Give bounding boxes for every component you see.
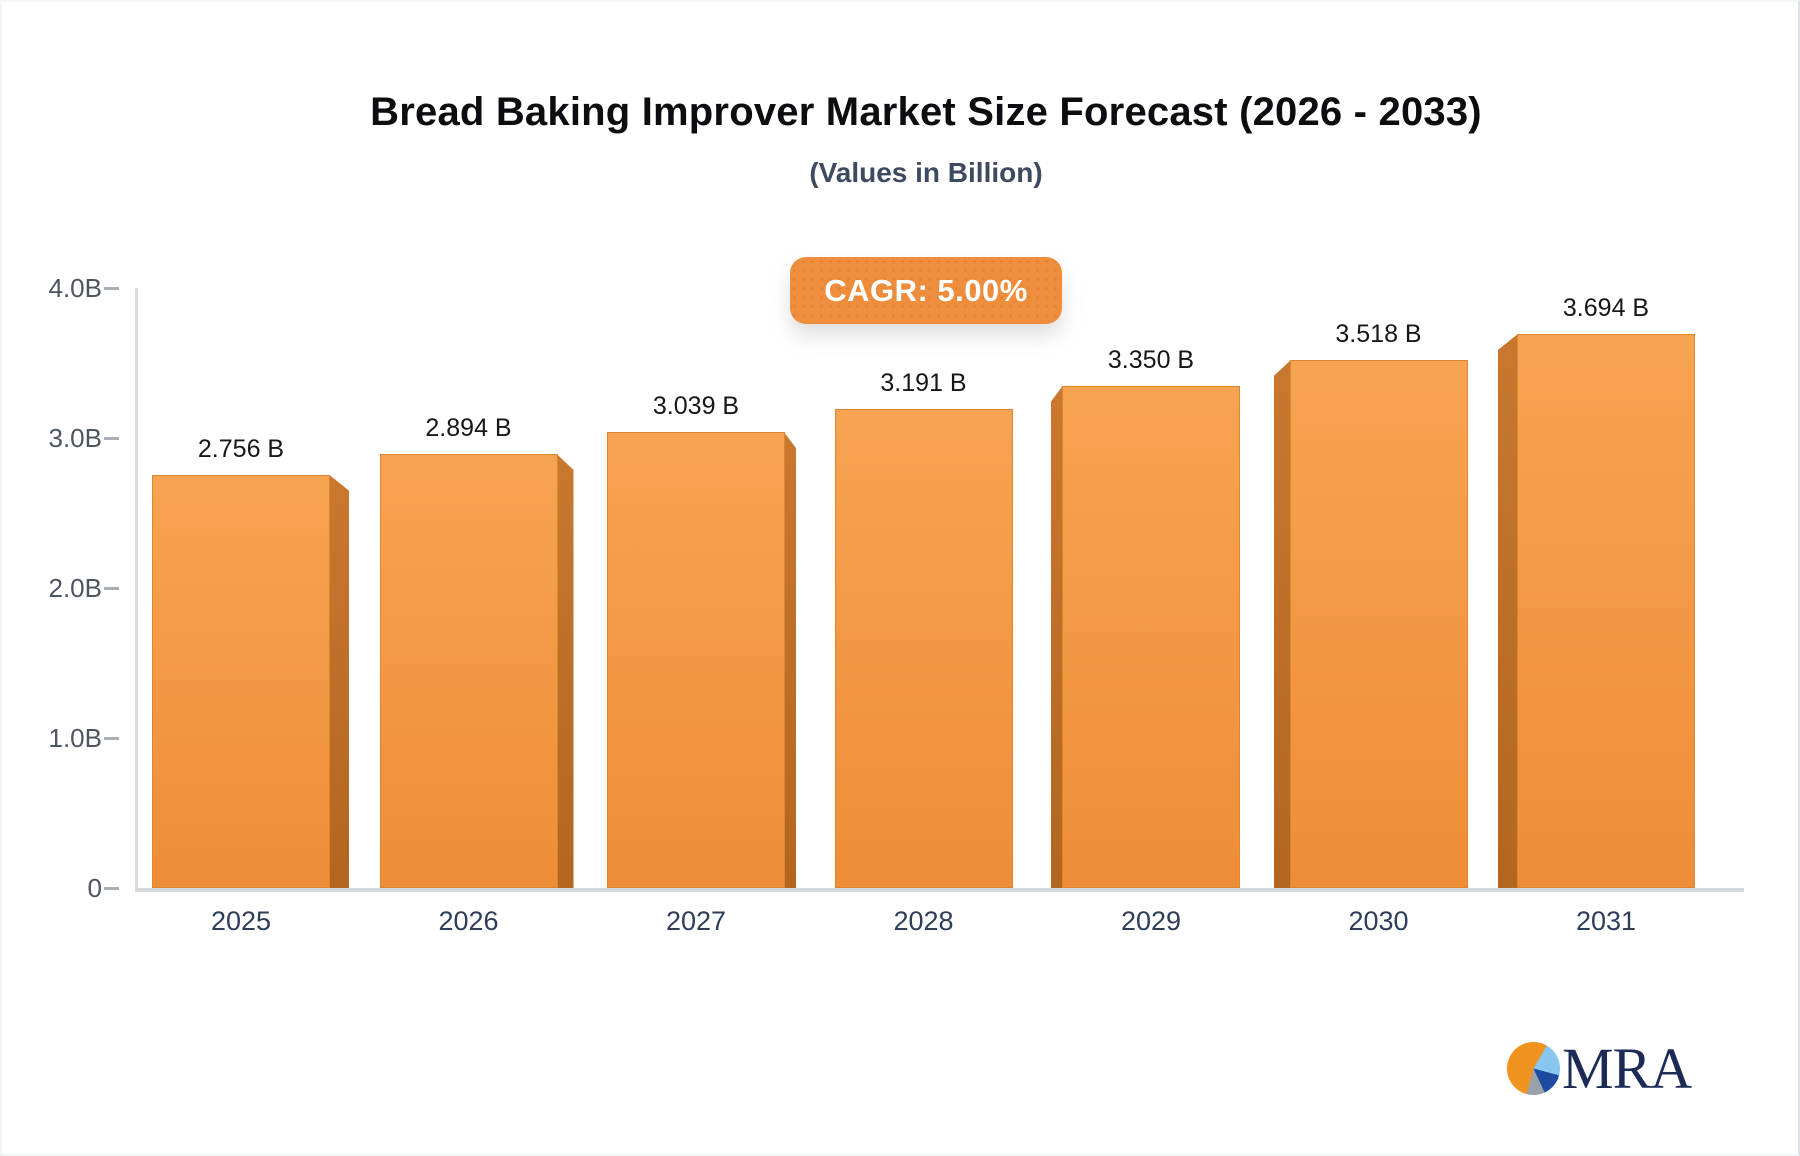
- y-axis-tick: [104, 887, 119, 890]
- page-title: Bread Baking Improver Market Size Foreca…: [370, 90, 1482, 134]
- x-axis-label: 2025: [210, 906, 272, 936]
- page-subtitle: (Values in Billion): [809, 157, 1043, 188]
- y-axis-tick: [104, 287, 119, 290]
- mra-logo: MRA: [1507, 1036, 1692, 1101]
- bar-3d-side: [556, 453, 574, 888]
- bar: [607, 432, 785, 888]
- bar-value-label: 3.191 B: [880, 369, 967, 398]
- y-axis-tick: [104, 437, 119, 440]
- x-axis-line: [135, 888, 1744, 892]
- bar-3d-side: [329, 474, 349, 888]
- bar-value-label: 2.894 B: [425, 413, 512, 442]
- x-axis-label: 2026: [438, 906, 499, 936]
- y-axis-tick-label: 4.0B: [48, 273, 103, 303]
- bar: [379, 453, 558, 888]
- y-axis-tick: [104, 737, 119, 740]
- bar-value-label: 3.694 B: [1562, 293, 1650, 322]
- bar-value-label: 2.756 B: [197, 434, 285, 463]
- bar: [152, 474, 330, 888]
- y-axis-tick-label: 2.0B: [48, 573, 103, 603]
- x-axis-label: 2031: [1575, 906, 1637, 936]
- bar: [1517, 333, 1695, 888]
- cagr-badge: CAGR: 5.00%: [790, 257, 1062, 324]
- x-axis-label: 2030: [1348, 906, 1409, 936]
- chart-header: Bread Baking Improver Market Size Foreca…: [2, 90, 1798, 189]
- bar-3d-side: [1273, 360, 1291, 888]
- bar-3d-side: [784, 432, 796, 888]
- bar-value-label: 3.039 B: [652, 392, 740, 421]
- y-axis-tick-label: 0: [87, 873, 102, 903]
- bar-value-label: 3.518 B: [1335, 320, 1422, 349]
- y-axis-tick: [104, 587, 119, 590]
- pie-chart-icon: [1507, 1042, 1560, 1095]
- bar: [834, 409, 1013, 888]
- x-axis-label: 2029: [1120, 906, 1182, 936]
- bar-value-label: 3.350 B: [1107, 345, 1195, 374]
- bar-3d-side: [1051, 385, 1063, 888]
- x-axis-label: 2027: [665, 906, 727, 936]
- chart-plot-area: 4.0B 3.0B 2.0B 1.0B 0 2.756 B 2025 2.894 B 2026 3…: [49, 273, 1744, 988]
- y-axis-tick-label: 3.0B: [48, 423, 103, 453]
- y-axis-tick-label: 1.0B: [48, 723, 103, 753]
- bar: [1062, 385, 1240, 888]
- bar: [1289, 360, 1468, 888]
- y-axis-line: [135, 288, 138, 892]
- mra-logo-text: MRA: [1562, 1036, 1692, 1101]
- x-axis-label: 2028: [893, 906, 954, 936]
- bar-3d-side: [1498, 333, 1518, 888]
